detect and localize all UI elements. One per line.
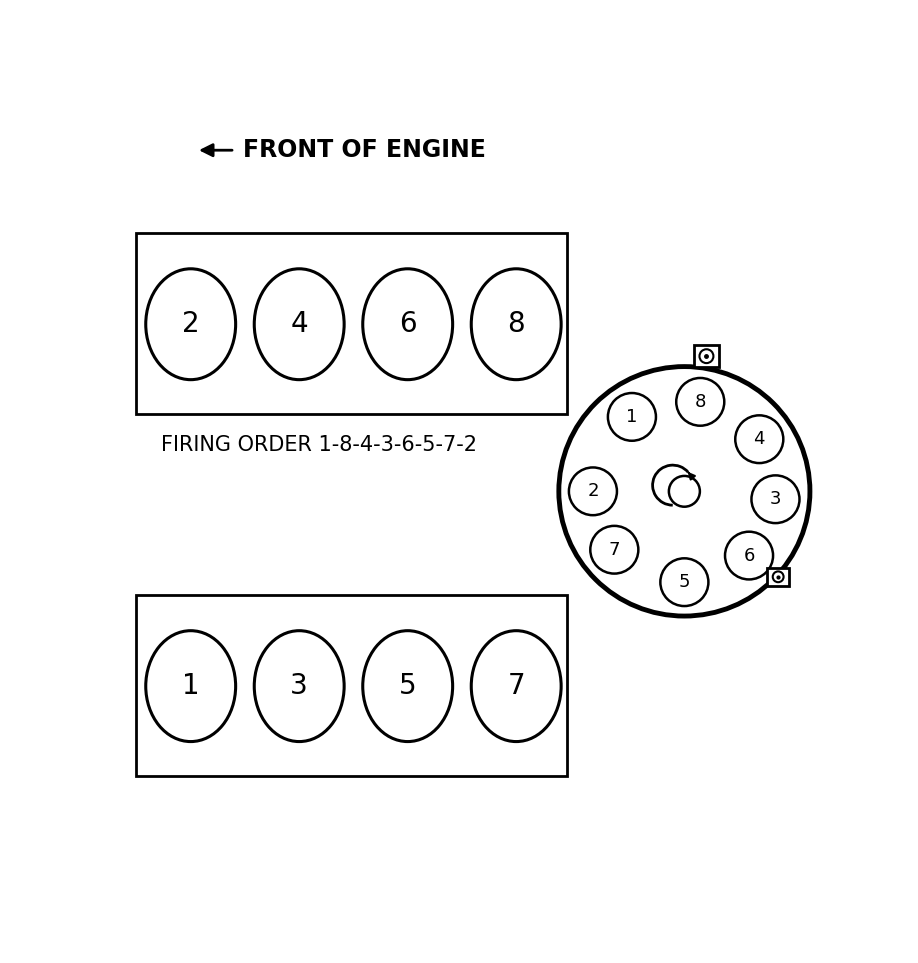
Circle shape [773,571,784,583]
Text: 7: 7 [508,672,525,700]
Ellipse shape [471,269,561,379]
Bar [767,567,789,586]
Circle shape [559,367,810,616]
Circle shape [735,415,783,463]
Text: 1: 1 [182,672,199,700]
Ellipse shape [146,631,236,742]
Text: 2: 2 [182,310,199,338]
Text: 1: 1 [626,408,638,426]
Circle shape [608,393,656,441]
Text: 8: 8 [695,393,706,411]
Bar [137,233,566,414]
Text: 7: 7 [609,540,620,559]
Bar [137,595,566,776]
Text: 4: 4 [754,430,765,448]
Circle shape [590,526,638,574]
Text: 2: 2 [588,482,599,501]
Ellipse shape [363,269,453,379]
Text: 8: 8 [508,310,525,338]
Ellipse shape [254,631,344,742]
Circle shape [752,476,800,523]
Text: FRONT OF ENGINE: FRONT OF ENGINE [242,139,486,162]
Text: 6: 6 [399,310,417,338]
Text: FIRING ORDER 1-8-4-3-6-5-7-2: FIRING ORDER 1-8-4-3-6-5-7-2 [162,435,477,455]
Circle shape [669,476,700,507]
Ellipse shape [471,631,561,742]
Bar [694,346,719,367]
Ellipse shape [363,631,453,742]
Circle shape [569,467,617,515]
Text: 3: 3 [769,490,781,508]
Text: 3: 3 [290,672,308,700]
Circle shape [677,377,724,426]
Text: 6: 6 [744,547,755,564]
Text: 4: 4 [290,310,308,338]
Circle shape [700,350,713,363]
Text: 5: 5 [399,672,417,700]
Circle shape [660,559,709,606]
Ellipse shape [146,269,236,379]
Circle shape [725,532,773,580]
Ellipse shape [254,269,344,379]
Text: 5: 5 [678,573,690,591]
